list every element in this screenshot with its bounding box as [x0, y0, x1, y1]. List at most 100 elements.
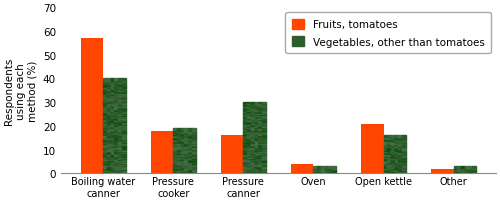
Bar	[188, 136, 192, 137]
Bar	[247, 151, 251, 152]
Bar	[107, 143, 110, 144]
Bar	[262, 139, 266, 141]
Bar	[118, 166, 122, 168]
Bar	[110, 141, 114, 142]
Bar	[391, 143, 394, 144]
Bar	[107, 101, 110, 103]
Bar	[244, 149, 247, 150]
Bar	[258, 158, 262, 159]
Bar	[114, 116, 118, 117]
Bar	[177, 146, 180, 148]
Bar	[262, 150, 266, 151]
Bar	[114, 150, 118, 151]
Bar	[188, 149, 192, 150]
Bar	[114, 144, 118, 145]
Bar	[103, 170, 107, 171]
Bar	[173, 171, 177, 173]
Bar	[244, 164, 247, 165]
Bar	[180, 131, 184, 132]
Bar	[402, 136, 406, 137]
Bar	[391, 170, 394, 171]
Bar	[244, 135, 247, 136]
Bar	[192, 139, 196, 141]
Bar	[244, 168, 247, 169]
Bar	[388, 156, 391, 157]
Bar	[244, 115, 247, 116]
Bar	[391, 159, 394, 161]
Bar	[177, 137, 180, 138]
Bar	[251, 166, 254, 168]
Bar	[192, 157, 196, 158]
Bar	[398, 141, 402, 142]
Bar	[391, 144, 394, 145]
Bar	[258, 164, 262, 165]
Bar	[388, 155, 391, 156]
Bar	[122, 136, 126, 137]
Bar	[251, 165, 254, 166]
Bar	[384, 139, 388, 141]
Bar	[114, 137, 118, 138]
Bar	[192, 142, 196, 143]
Bar	[118, 101, 122, 103]
Bar	[388, 163, 391, 164]
Bar	[184, 146, 188, 148]
Bar	[118, 120, 122, 122]
Bar	[394, 155, 398, 156]
Bar	[402, 168, 406, 169]
Bar	[184, 171, 188, 173]
Bar	[103, 164, 107, 165]
Bar	[114, 159, 118, 161]
Bar	[107, 137, 110, 138]
Bar	[468, 169, 472, 170]
Bar	[258, 130, 262, 131]
Bar	[254, 116, 258, 117]
Bar	[118, 115, 122, 116]
Bar	[103, 103, 107, 104]
Bar	[402, 166, 406, 168]
Bar	[465, 168, 468, 169]
Bar	[402, 143, 406, 144]
Bar	[114, 86, 118, 87]
Bar	[114, 100, 118, 101]
Bar	[258, 162, 262, 163]
Bar	[177, 157, 180, 158]
Bar	[107, 97, 110, 98]
Bar	[110, 113, 114, 115]
Bar	[103, 126, 107, 127]
Bar	[173, 141, 177, 142]
Bar	[122, 115, 126, 116]
Bar	[114, 151, 118, 152]
Bar	[391, 161, 394, 162]
Bar	[173, 173, 177, 174]
Bar	[118, 145, 122, 146]
Bar	[107, 135, 110, 136]
Bar	[188, 159, 192, 161]
Bar	[244, 109, 247, 110]
Bar	[244, 110, 247, 111]
Bar	[107, 144, 110, 145]
Bar	[103, 91, 107, 92]
Bar	[103, 150, 107, 151]
Bar	[244, 162, 247, 163]
Bar	[122, 152, 126, 154]
Bar	[118, 122, 122, 123]
Bar	[324, 170, 328, 171]
Bar	[244, 127, 247, 129]
Bar	[122, 130, 126, 131]
Bar	[107, 169, 110, 170]
Bar	[244, 131, 247, 132]
Bar	[251, 129, 254, 130]
Bar	[402, 163, 406, 164]
Bar	[103, 123, 107, 124]
Bar	[262, 106, 266, 107]
Bar	[472, 173, 476, 174]
Bar	[122, 137, 126, 138]
Bar	[258, 155, 262, 156]
Bar	[110, 97, 114, 98]
Bar	[122, 168, 126, 169]
Bar	[398, 156, 402, 157]
Bar	[103, 122, 107, 123]
Bar	[114, 138, 118, 139]
Bar	[177, 173, 180, 174]
Bar	[103, 104, 107, 105]
